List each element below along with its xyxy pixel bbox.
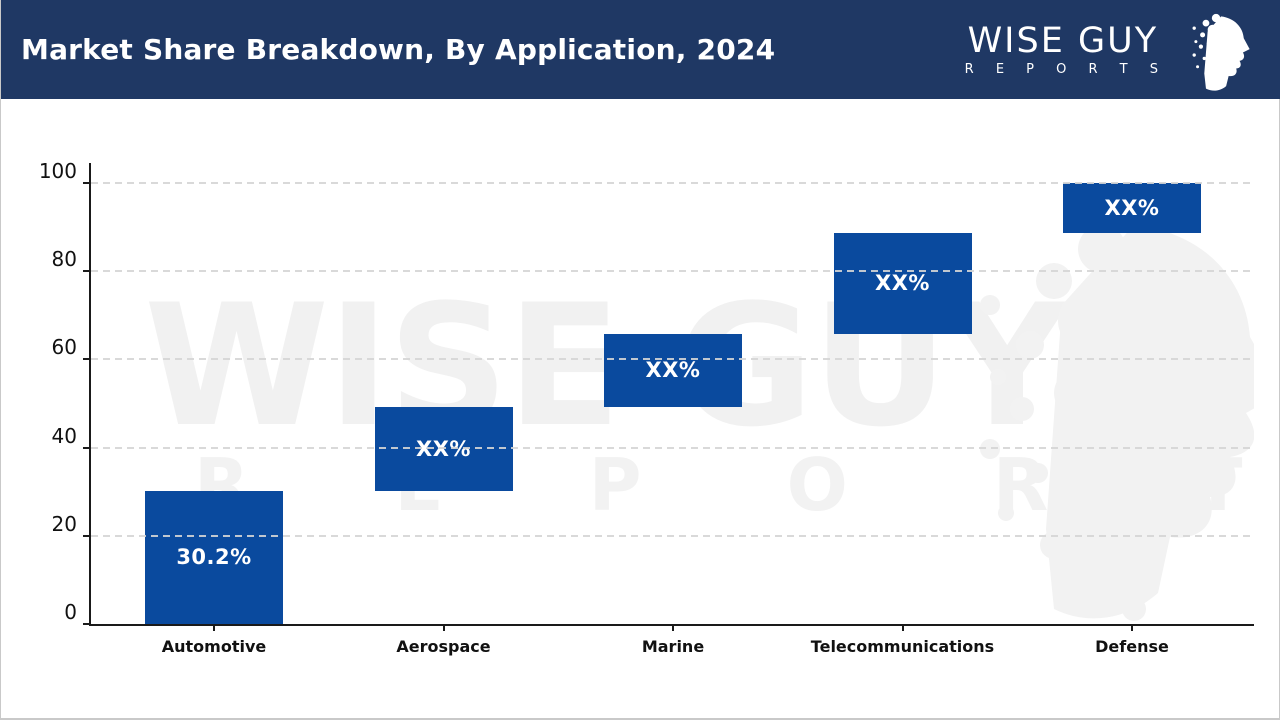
y-tick-label-80: 80 xyxy=(51,247,77,272)
wise-guy-reports-logo: WISE GUY R E P O R T S xyxy=(959,8,1253,92)
logo-wordmark: WISE GUY xyxy=(967,20,1159,61)
y-tick-mark-80 xyxy=(83,270,90,273)
y-tick-label-60: 60 xyxy=(51,335,77,360)
chart-title: Market Share Breakdown, By Application, … xyxy=(21,33,776,66)
bar-defense: XX% xyxy=(1063,183,1201,233)
bar-aerospace: XX% xyxy=(374,406,513,491)
logo-subtitle: R E P O R T S xyxy=(964,61,1167,77)
gridline-y-40 xyxy=(91,446,1254,449)
x-tick-mark-automotive xyxy=(213,624,215,631)
x-tick-mark-defense xyxy=(1131,624,1133,631)
x-tick-mark-marine xyxy=(672,624,674,631)
x-tick-mark-aerospace xyxy=(442,624,445,631)
gridline-y-60 xyxy=(91,358,1254,361)
logo-text: WISE GUY R E P O R T S xyxy=(959,20,1167,77)
x-axis-label-marine: Marine xyxy=(641,637,705,656)
gridline-y-80 xyxy=(91,270,1254,273)
gridline-y-20 xyxy=(91,534,1254,537)
x-axis-label-automotive: Automotive xyxy=(161,637,267,656)
x-tick-mark-telecommunications xyxy=(901,624,904,631)
x-axis-label-defense: Defense xyxy=(1095,637,1169,656)
bar-value-label: XX% xyxy=(645,358,701,383)
gridline-y-100 xyxy=(91,182,1254,184)
y-tick-mark-20 xyxy=(83,534,90,537)
bar-value-label: XX% xyxy=(875,271,930,296)
dotted-head-icon xyxy=(1169,8,1253,92)
bar-automotive: 30.2% xyxy=(145,490,283,624)
y-tick-label-100: 100 xyxy=(38,159,77,183)
y-tick-mark-100 xyxy=(83,182,90,184)
y-tick-label-0: 0 xyxy=(64,600,77,624)
plot-area: 0 20 40 60 80 100 30.2% XX% XX% XX% XX% Automotive A… xyxy=(39,159,1254,656)
y-tick-mark-60 xyxy=(83,358,90,361)
y-tick-label-40: 40 xyxy=(51,423,77,448)
x-axis-label-telecommunications: Telecommunications xyxy=(810,637,995,656)
y-tick-label-20: 20 xyxy=(51,511,77,536)
bar-marine: XX% xyxy=(604,333,742,407)
x-axis-label-aerospace: Aerospace xyxy=(396,637,491,656)
y-tick-mark-0 xyxy=(83,623,90,625)
bar-value-label: XX% xyxy=(1104,195,1160,220)
chart-header: Market Share Breakdown, By Application, … xyxy=(1,0,1280,99)
bar-value-label: XX% xyxy=(416,436,471,461)
y-tick-mark-40 xyxy=(83,446,90,449)
bar-value-label: 30.2% xyxy=(176,545,252,570)
bar-telecommunications: XX% xyxy=(833,232,972,334)
